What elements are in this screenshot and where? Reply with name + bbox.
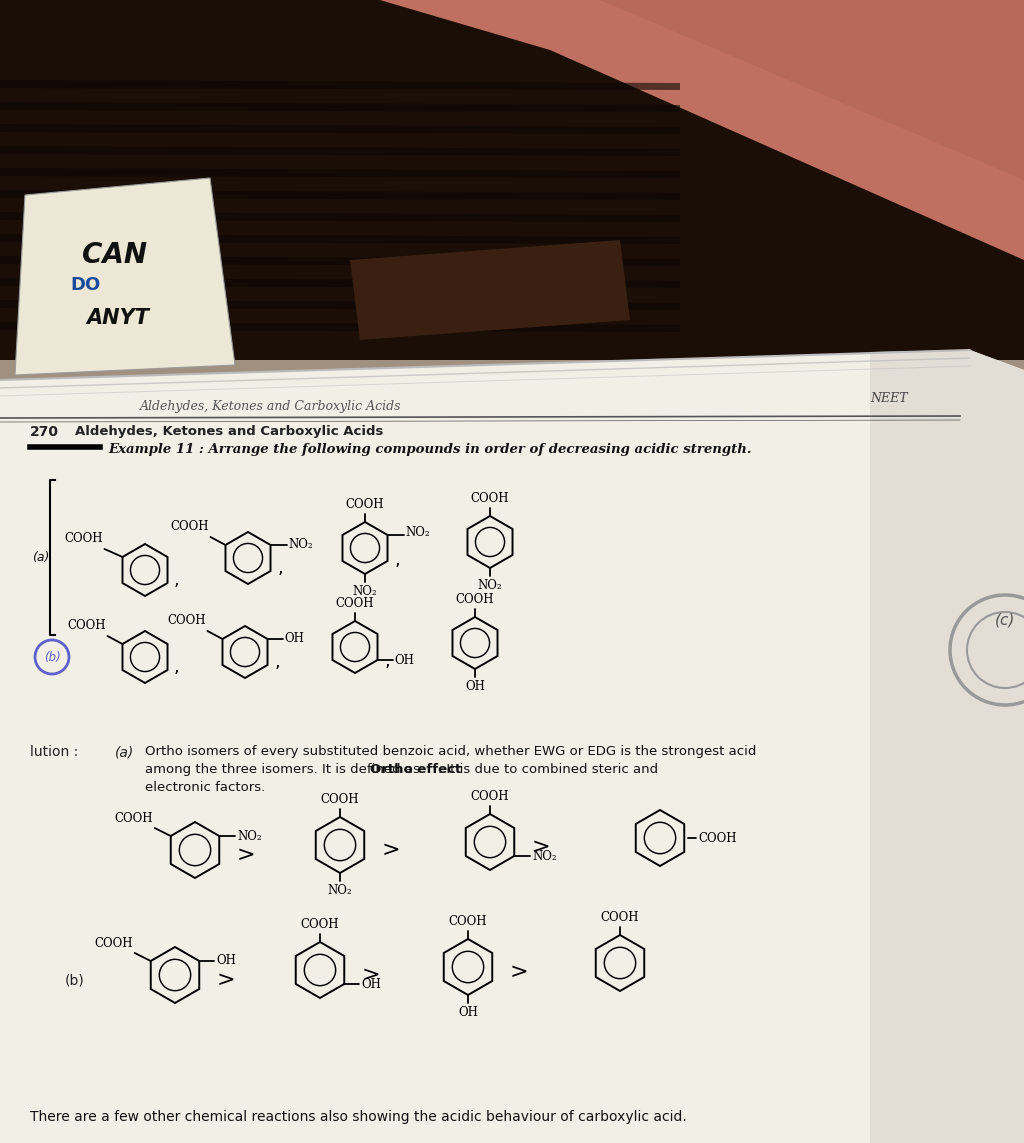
Text: ,: , xyxy=(278,559,284,577)
Text: Aldehydes, Ketones and Carboxylic Acids: Aldehydes, Ketones and Carboxylic Acids xyxy=(75,425,383,438)
Polygon shape xyxy=(0,190,680,200)
Text: >: > xyxy=(532,837,551,857)
Text: among the three isomers. It is defined as: among the three isomers. It is defined a… xyxy=(145,764,424,776)
Text: 270: 270 xyxy=(30,425,59,439)
Polygon shape xyxy=(0,256,680,266)
Text: lution :: lution : xyxy=(30,745,78,759)
Text: NO₂: NO₂ xyxy=(328,884,352,897)
Polygon shape xyxy=(0,146,680,155)
Text: COOH: COOH xyxy=(115,812,153,825)
Polygon shape xyxy=(0,299,680,310)
Text: COOH: COOH xyxy=(601,911,639,924)
Text: OH: OH xyxy=(216,954,237,967)
Text: Ortho isomers of every substituted benzoic acid, whether EWG or EDG is the stron: Ortho isomers of every substituted benzo… xyxy=(145,745,757,758)
Text: (a): (a) xyxy=(115,745,134,759)
Text: >: > xyxy=(362,965,381,985)
Polygon shape xyxy=(0,322,680,331)
Text: ,: , xyxy=(174,658,180,676)
Text: ,: , xyxy=(174,572,180,589)
Polygon shape xyxy=(0,0,1024,360)
Text: NO₂: NO₂ xyxy=(406,527,430,539)
Text: COOH: COOH xyxy=(471,491,509,505)
Text: COOH: COOH xyxy=(67,620,105,632)
Text: COOH: COOH xyxy=(301,918,339,932)
Text: OH: OH xyxy=(458,1006,478,1020)
Polygon shape xyxy=(0,350,1024,1143)
Text: There are a few other chemical reactions also showing the acidic behaviour of ca: There are a few other chemical reactions… xyxy=(30,1110,687,1124)
Text: COOH: COOH xyxy=(170,520,209,533)
Text: COOH: COOH xyxy=(336,597,374,610)
Polygon shape xyxy=(600,0,1024,179)
Polygon shape xyxy=(870,350,1024,1143)
Text: >: > xyxy=(237,845,256,865)
Text: OH: OH xyxy=(285,632,304,646)
Text: OH: OH xyxy=(361,977,381,991)
Text: COOH: COOH xyxy=(321,793,359,806)
Text: NO₂: NO₂ xyxy=(477,580,503,592)
Text: (c): (c) xyxy=(994,613,1015,628)
Text: (b): (b) xyxy=(65,973,85,988)
Text: NO₂: NO₂ xyxy=(532,849,557,863)
Text: COOH: COOH xyxy=(167,614,206,628)
Text: NO₂: NO₂ xyxy=(352,585,377,598)
Text: . It is due to combined steric and: . It is due to combined steric and xyxy=(438,764,658,776)
Text: >: > xyxy=(382,840,400,860)
Text: COOH: COOH xyxy=(63,531,102,545)
Polygon shape xyxy=(15,178,234,375)
Polygon shape xyxy=(0,278,680,288)
Text: ,: , xyxy=(395,551,400,569)
Text: >: > xyxy=(217,970,236,990)
Polygon shape xyxy=(0,168,680,178)
Polygon shape xyxy=(0,234,680,243)
Text: ,: , xyxy=(385,652,391,670)
Text: Example 11 : Arrange the following compounds in order of decreasing acidic stren: Example 11 : Arrange the following compo… xyxy=(108,443,752,456)
Text: (a): (a) xyxy=(32,552,49,565)
Text: ,: , xyxy=(275,653,281,671)
Text: COOH: COOH xyxy=(94,937,133,950)
Text: electronic factors.: electronic factors. xyxy=(145,781,265,794)
Text: Ortho effect: Ortho effect xyxy=(370,764,461,776)
Text: (b): (b) xyxy=(44,650,60,663)
Polygon shape xyxy=(0,211,680,222)
Text: COOH: COOH xyxy=(471,790,509,804)
Text: DO: DO xyxy=(70,275,100,294)
Text: ANYT: ANYT xyxy=(86,307,150,328)
Text: OH: OH xyxy=(394,654,415,666)
Polygon shape xyxy=(0,123,680,134)
Text: Aldehydes, Ketones and Carboxylic Acids: Aldehydes, Ketones and Carboxylic Acids xyxy=(140,400,401,413)
Text: CAN: CAN xyxy=(83,241,147,269)
Text: >: > xyxy=(510,962,528,982)
Polygon shape xyxy=(350,240,630,339)
Text: NO₂: NO₂ xyxy=(238,830,262,842)
Text: OH: OH xyxy=(465,680,485,693)
Text: NEET: NEET xyxy=(870,392,907,405)
Polygon shape xyxy=(0,102,680,112)
Polygon shape xyxy=(380,0,1024,259)
Text: COOH: COOH xyxy=(346,498,384,511)
Text: COOH: COOH xyxy=(698,831,736,845)
Text: COOH: COOH xyxy=(449,916,487,928)
Polygon shape xyxy=(0,80,680,90)
Text: COOH: COOH xyxy=(456,593,495,606)
Text: NO₂: NO₂ xyxy=(289,538,313,552)
